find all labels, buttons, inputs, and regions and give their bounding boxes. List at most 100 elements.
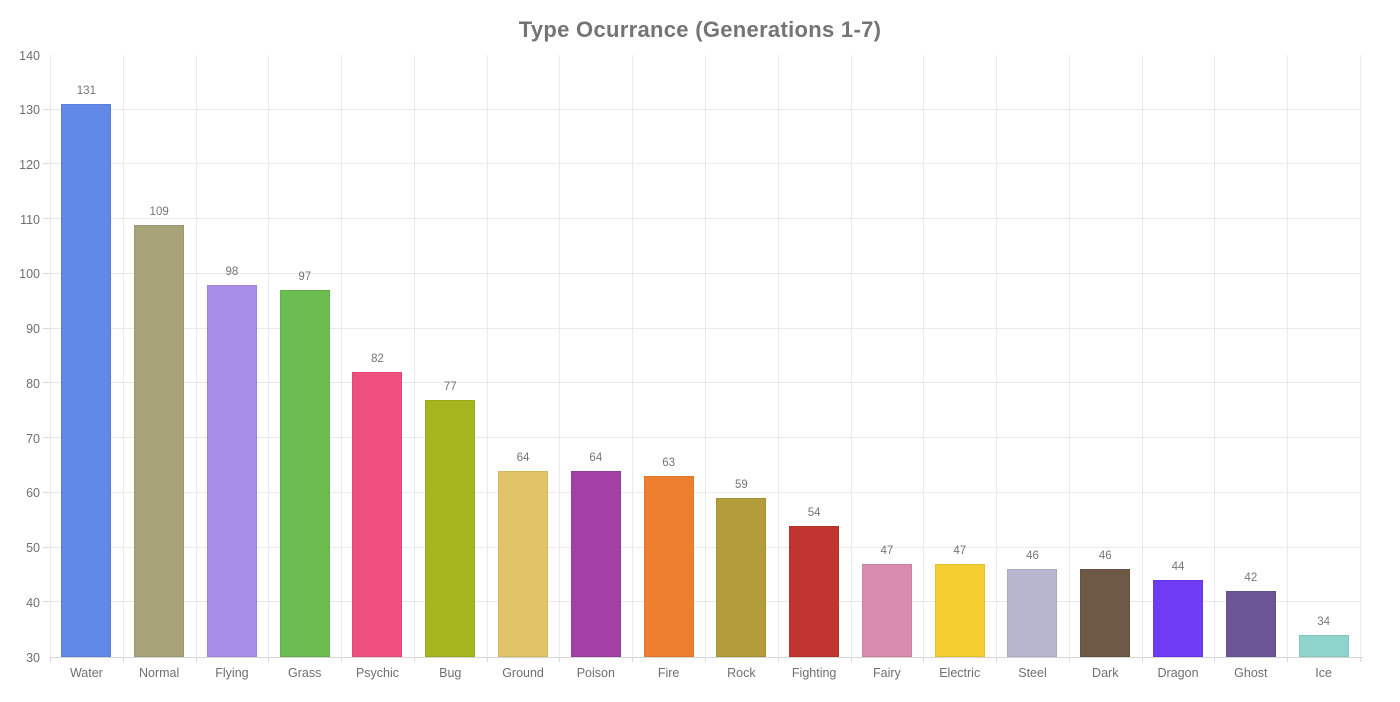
- x-axis-tick-mark: [1360, 657, 1361, 662]
- bar-dragon: [1153, 580, 1204, 657]
- bar-ice: [1298, 635, 1349, 657]
- x-axis-tick-mark: [705, 657, 706, 662]
- bar-value-label: 131: [76, 85, 96, 98]
- y-axis-tick-mark: [43, 382, 50, 384]
- y-axis-tick-label: 140: [19, 48, 40, 63]
- bar-ground: [498, 470, 549, 657]
- x-axis-category-label: Electric: [939, 666, 981, 680]
- bar-poison: [570, 470, 621, 657]
- x-axis-category-label: Ghost: [1234, 666, 1268, 680]
- bar-slot-ghost: 42 Ghost: [1214, 55, 1287, 680]
- bar-value-label: 109: [149, 205, 169, 218]
- x-axis-tick-mark: [268, 657, 270, 662]
- bar-value-label: 98: [225, 265, 239, 278]
- x-axis-tick-mark: [1141, 657, 1143, 662]
- plot-area: 30 40 50 60 70 80 90 100 110 120 130 140 131 Water 109…: [19, 49, 1363, 680]
- x-axis-category-label: Dark: [1092, 666, 1119, 680]
- x-axis-category-label: Ground: [502, 666, 544, 680]
- y-axis-tick-mark: [43, 327, 50, 329]
- bar-slot-fighting: 54 Fighting: [778, 55, 851, 680]
- x-axis-category-label: Fairy: [873, 666, 901, 680]
- bar-electric: [934, 563, 985, 657]
- x-axis-tick-mark: [1287, 657, 1289, 662]
- bar-slot-dragon: 44 Dragon: [1142, 55, 1215, 680]
- y-axis-tick-mark: [43, 601, 50, 603]
- y-axis-tick-mark: [43, 491, 50, 493]
- gridline-vertical: [341, 55, 343, 657]
- bar-fairy: [861, 563, 912, 657]
- x-axis-category-label: Fighting: [791, 666, 837, 680]
- x-axis-category-label: Steel: [1018, 666, 1047, 680]
- y-axis-tick-mark: [43, 218, 50, 220]
- y-axis-tick-label: 80: [26, 376, 40, 391]
- x-axis-tick-mark: [1068, 657, 1070, 662]
- bar-value-label: 44: [1171, 561, 1185, 574]
- x-axis-category-label: Normal: [139, 666, 180, 680]
- x-axis-tick-mark: [777, 657, 779, 662]
- bar-slot-ground: 64 Ground: [487, 55, 560, 680]
- x-axis-tick-mark: [850, 657, 852, 662]
- x-axis-category-label: Poison: [576, 666, 615, 680]
- gridline-vertical: [195, 55, 197, 657]
- bar-value-label: 63: [662, 457, 675, 470]
- bar-value-label: 47: [880, 544, 894, 557]
- x-axis-category-label: Dragon: [1157, 666, 1199, 680]
- gridline-vertical: [122, 55, 124, 657]
- chart-title: Type Ocurrance (Generations 1-7): [518, 17, 882, 42]
- x-axis-tick-mark: [341, 657, 343, 662]
- x-axis-tick-mark: [122, 657, 124, 662]
- gridline-vertical: [777, 55, 779, 657]
- bar-slot-normal: 109 Normal: [123, 55, 196, 680]
- bar-value-label: 64: [589, 451, 603, 464]
- bar-slot-flying: 98 Flying: [196, 55, 269, 680]
- gridline-vertical: [705, 55, 706, 657]
- x-axis-tick-mark: [195, 657, 197, 662]
- bar-ghost: [1225, 591, 1276, 657]
- y-axis-tick-label: 40: [26, 595, 40, 610]
- gridline-vertical: [1068, 55, 1070, 657]
- bar-value-label: 42: [1244, 572, 1258, 585]
- x-axis-tick-mark: [50, 657, 51, 662]
- y-axis-tick-label: 120: [19, 157, 40, 172]
- x-axis-category-label: Grass: [288, 666, 322, 680]
- x-axis-tick-mark: [413, 657, 415, 662]
- x-axis-line: [50, 657, 1363, 658]
- gridline-vertical: [50, 55, 51, 657]
- bar-value-label: 34: [1317, 616, 1330, 629]
- gridline-vertical: [486, 55, 488, 657]
- bar-value-label: 97: [298, 271, 312, 284]
- gridline-vertical: [996, 55, 998, 657]
- y-axis-tick-mark: [43, 108, 50, 110]
- x-axis-tick-mark: [923, 657, 925, 662]
- bar-flying: [206, 284, 257, 657]
- y-axis-tick-label: 60: [26, 486, 40, 501]
- bar-bug: [425, 399, 476, 657]
- x-axis-tick-mark: [559, 657, 561, 662]
- bar-slot-rock: 59 Rock: [705, 55, 778, 680]
- bar-steel: [1007, 569, 1058, 657]
- x-axis-category-label: Psychic: [355, 666, 400, 680]
- bar-value-label: 64: [516, 451, 530, 464]
- x-axis-category-label: Flying: [215, 666, 249, 680]
- gridline-vertical: [923, 55, 925, 657]
- bar-psychic: [352, 372, 403, 657]
- bar-slot-electric: 47 Electric: [923, 55, 996, 680]
- bar-slot-psychic: 82 Psychic: [341, 55, 414, 680]
- x-axis-tick-mark: [632, 657, 634, 662]
- x-axis-category-label: Water: [69, 666, 103, 680]
- bar-value-label: 47: [953, 544, 967, 557]
- bar-value-label: 54: [807, 506, 821, 519]
- gridline-vertical: [632, 55, 634, 657]
- bar-slot-fairy: 47 Fairy: [851, 55, 924, 680]
- y-axis-tick-label: 30: [26, 650, 40, 665]
- y-axis-tick-label: 100: [19, 267, 40, 282]
- x-axis-tick-mark: [996, 657, 998, 662]
- gridline-vertical: [268, 55, 270, 657]
- x-axis-category-label: Rock: [727, 666, 756, 680]
- bar-slot-bug: 77 Bug: [414, 55, 487, 680]
- bar-value-label: 46: [1026, 550, 1039, 563]
- bar-value-label: 82: [371, 353, 384, 366]
- gridline-vertical: [413, 55, 415, 657]
- y-axis-tick-label: 50: [26, 541, 40, 556]
